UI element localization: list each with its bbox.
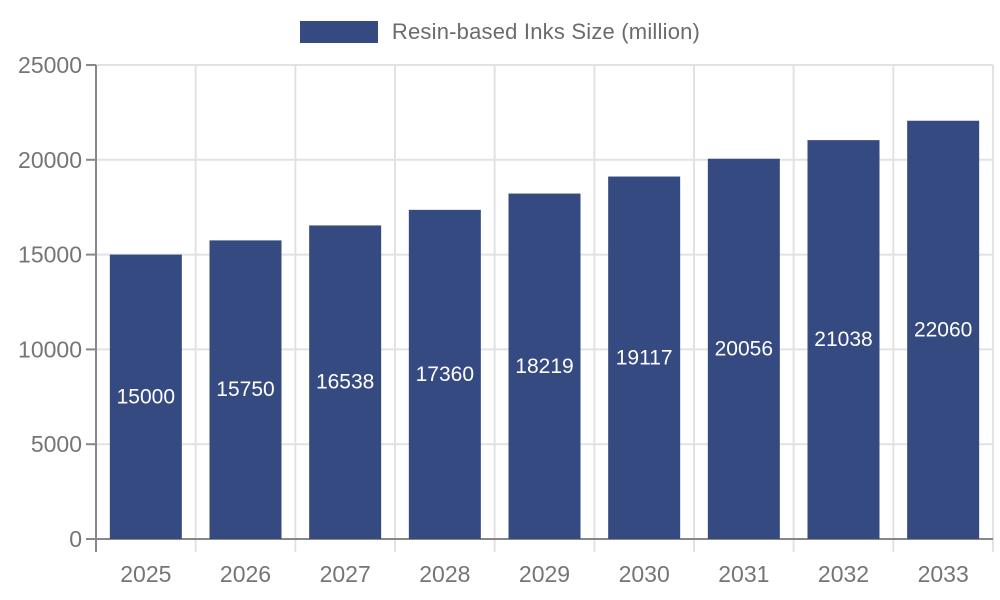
bar [707,158,780,540]
x-tick-label: 2028 [419,561,470,587]
bar [109,254,182,539]
x-tick-label: 2031 [718,561,769,587]
legend[interactable]: Resin-based Inks Size (million) [0,19,1000,45]
legend-swatch [299,21,378,43]
y-tick-label: 0 [69,526,82,552]
bar-value-label: 19117 [616,346,673,369]
x-tick-label: 2027 [320,561,371,587]
bar-value-label: 17360 [416,363,474,386]
x-tick-label: 2025 [120,561,171,587]
y-tick-label: 20000 [18,147,82,173]
bar [608,176,681,539]
x-tick-label: 2032 [818,561,869,587]
x-tick-label: 2030 [619,561,670,587]
bar [408,209,481,539]
bar [907,120,980,539]
bar-value-label: 18219 [515,355,573,378]
bar-value-label: 15750 [216,378,274,401]
bar-value-label: 20056 [715,337,773,360]
bar [309,225,382,539]
y-tick-label: 5000 [31,431,82,457]
y-tick-label: 25000 [18,52,82,78]
bar-value-label: 16538 [316,371,374,394]
y-tick-label: 10000 [18,336,82,362]
legend-label: Resin-based Inks Size (million) [391,19,701,44]
x-tick-label: 2026 [220,561,271,587]
bar [807,140,880,540]
y-tick-label: 15000 [18,242,82,268]
x-tick-label: 2033 [918,561,969,587]
bar-value-label: 21038 [814,328,872,351]
bar-value-label: 15000 [117,385,175,408]
x-tick-label: 2029 [519,561,570,587]
bar-value-label: 22060 [914,318,972,341]
bar [209,240,282,539]
bar [508,193,581,540]
